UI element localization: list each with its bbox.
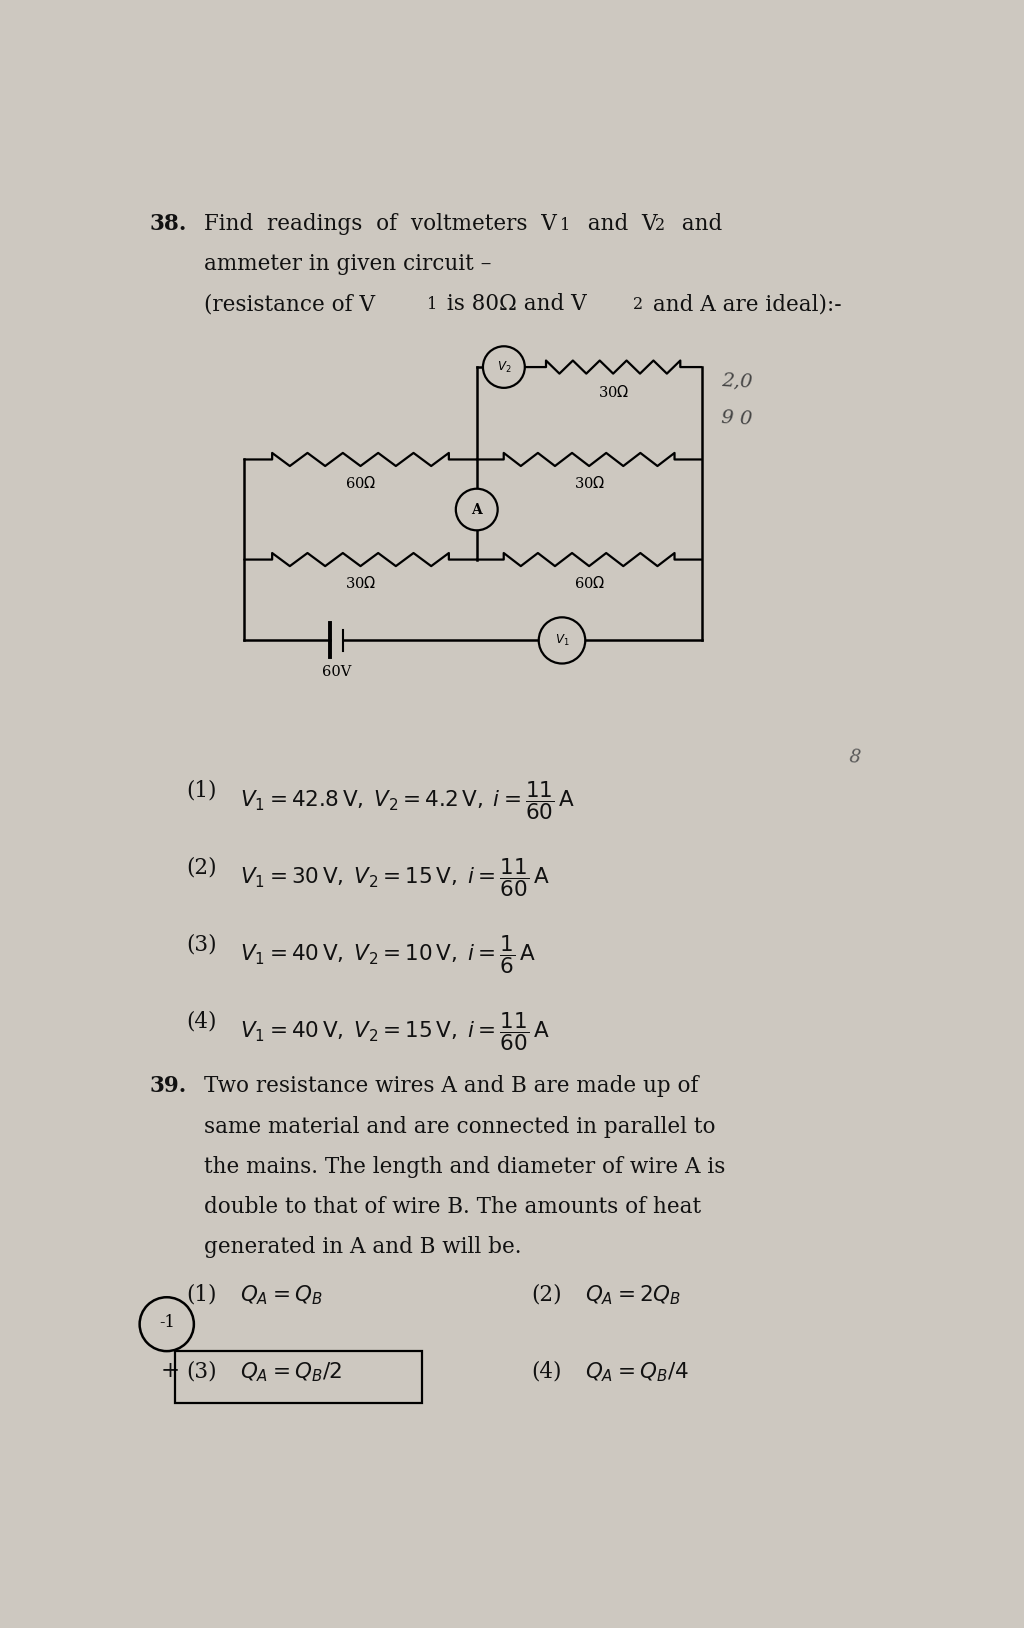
Text: same material and are connected in parallel to: same material and are connected in paral… bbox=[204, 1115, 716, 1138]
Text: the mains. The length and diameter of wire A is: the mains. The length and diameter of wi… bbox=[204, 1156, 725, 1177]
Text: 60V: 60V bbox=[322, 666, 351, 679]
Text: is 80Ω and V: is 80Ω and V bbox=[440, 293, 587, 316]
Text: Two resistance wires A and B are made up of: Two resistance wires A and B are made up… bbox=[204, 1076, 698, 1097]
Text: $V_1 = 40\,\mathrm{V},\; V_2 = 10\,\mathrm{V},\; i = \dfrac{1}{6}\,\mathrm{A}$: $V_1 = 40\,\mathrm{V},\; V_2 = 10\,\math… bbox=[241, 933, 537, 975]
Text: 38.: 38. bbox=[150, 213, 187, 234]
Text: +: + bbox=[161, 1361, 179, 1382]
Text: 30$\Omega$: 30$\Omega$ bbox=[573, 475, 605, 492]
Text: $Q_A = Q_B/2$: $Q_A = Q_B/2$ bbox=[241, 1361, 343, 1384]
Text: (2): (2) bbox=[186, 856, 217, 877]
Text: (1): (1) bbox=[186, 780, 217, 801]
Text: Find  readings  of  voltmeters  V: Find readings of voltmeters V bbox=[204, 213, 557, 234]
Text: $V_2$: $V_2$ bbox=[497, 360, 511, 374]
Text: $Q_A = Q_B/4$: $Q_A = Q_B/4$ bbox=[586, 1361, 689, 1384]
Text: (2): (2) bbox=[531, 1283, 561, 1306]
Text: (1): (1) bbox=[186, 1283, 217, 1306]
Text: generated in A and B will be.: generated in A and B will be. bbox=[204, 1236, 521, 1258]
Text: 39.: 39. bbox=[150, 1076, 187, 1097]
Circle shape bbox=[483, 347, 524, 387]
Text: 60$\Omega$: 60$\Omega$ bbox=[345, 475, 376, 492]
Text: $V_1 = 40\,\mathrm{V},\; V_2 = 15\,\mathrm{V},\; i = \dfrac{11}{60}\,\mathrm{A}$: $V_1 = 40\,\mathrm{V},\; V_2 = 15\,\math… bbox=[241, 1009, 550, 1053]
Text: 1: 1 bbox=[560, 217, 570, 234]
Text: (4): (4) bbox=[531, 1361, 561, 1382]
Text: 2: 2 bbox=[655, 217, 666, 234]
Text: double to that of wire B. The amounts of heat: double to that of wire B. The amounts of… bbox=[204, 1195, 701, 1218]
Text: 30$\Omega$: 30$\Omega$ bbox=[598, 384, 629, 400]
Text: 8: 8 bbox=[849, 749, 862, 767]
Text: -1: -1 bbox=[159, 1314, 175, 1332]
Circle shape bbox=[456, 488, 498, 531]
Text: A: A bbox=[471, 503, 482, 516]
Text: (resistance of V: (resistance of V bbox=[204, 293, 375, 316]
Text: (3): (3) bbox=[186, 1361, 217, 1382]
Circle shape bbox=[139, 1298, 194, 1351]
Text: $V_1 = 42.8\,\mathrm{V},\; V_2 = 4.2\,\mathrm{V},\; i = \dfrac{11}{60}\,\mathrm{: $V_1 = 42.8\,\mathrm{V},\; V_2 = 4.2\,\m… bbox=[241, 780, 575, 822]
Text: 2,0: 2,0 bbox=[721, 371, 753, 391]
Text: and A are ideal):-: and A are ideal):- bbox=[646, 293, 842, 316]
Circle shape bbox=[539, 617, 586, 664]
Text: 30$\Omega$: 30$\Omega$ bbox=[345, 575, 376, 591]
Text: 2: 2 bbox=[633, 296, 643, 313]
Text: and  V: and V bbox=[574, 213, 658, 234]
Text: and: and bbox=[669, 213, 722, 234]
Text: (4): (4) bbox=[186, 1009, 217, 1032]
Text: ammeter in given circuit –: ammeter in given circuit – bbox=[204, 252, 492, 275]
Text: $V_1 = 30\,\mathrm{V},\; V_2 = 15\,\mathrm{V},\; i = \dfrac{11}{60}\,\mathrm{A}$: $V_1 = 30\,\mathrm{V},\; V_2 = 15\,\math… bbox=[241, 856, 550, 899]
Text: (3): (3) bbox=[186, 933, 217, 956]
Text: $Q_A = 2Q_B$: $Q_A = 2Q_B$ bbox=[586, 1283, 681, 1307]
Text: 9 0: 9 0 bbox=[721, 409, 753, 430]
Text: 60$\Omega$: 60$\Omega$ bbox=[573, 575, 605, 591]
Text: $Q_A = Q_B$: $Q_A = Q_B$ bbox=[241, 1283, 323, 1307]
Text: $V_1$: $V_1$ bbox=[555, 633, 569, 648]
Text: 1: 1 bbox=[427, 296, 437, 313]
